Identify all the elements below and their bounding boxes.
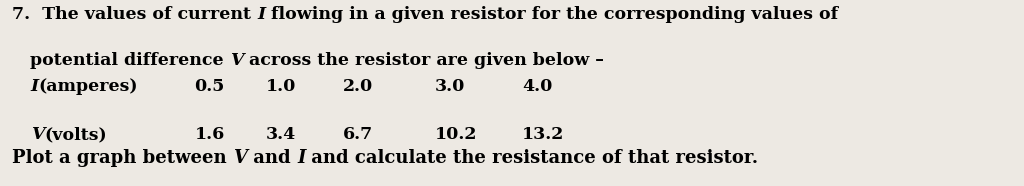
- Text: 6.7: 6.7: [343, 126, 374, 143]
- Text: flowing in a given resistor for the corresponding values of: flowing in a given resistor for the corr…: [265, 6, 839, 23]
- Text: Plot a graph between: Plot a graph between: [12, 149, 233, 167]
- Text: across the resistor are given below –: across the resistor are given below –: [244, 52, 604, 69]
- Text: I: I: [31, 78, 39, 95]
- Text: 13.2: 13.2: [522, 126, 564, 143]
- Text: 1.0: 1.0: [266, 78, 297, 95]
- Text: 7.  The values of current: 7. The values of current: [12, 6, 257, 23]
- Text: 10.2: 10.2: [435, 126, 477, 143]
- Text: potential difference: potential difference: [12, 52, 230, 69]
- Text: I: I: [257, 6, 265, 23]
- Text: V: V: [31, 126, 44, 143]
- Text: 3.4: 3.4: [266, 126, 297, 143]
- Text: 2.0: 2.0: [343, 78, 374, 95]
- Text: (amperes): (amperes): [39, 78, 138, 95]
- Text: (volts): (volts): [44, 126, 106, 143]
- Text: V: V: [233, 149, 247, 167]
- Text: and calculate the resistance of that resistor.: and calculate the resistance of that res…: [305, 149, 759, 167]
- Text: I: I: [297, 149, 305, 167]
- Text: 1.6: 1.6: [195, 126, 225, 143]
- Text: and: and: [247, 149, 297, 167]
- Text: 3.0: 3.0: [435, 78, 466, 95]
- Text: V: V: [230, 52, 244, 69]
- Text: 0.5: 0.5: [195, 78, 225, 95]
- Text: 4.0: 4.0: [522, 78, 553, 95]
